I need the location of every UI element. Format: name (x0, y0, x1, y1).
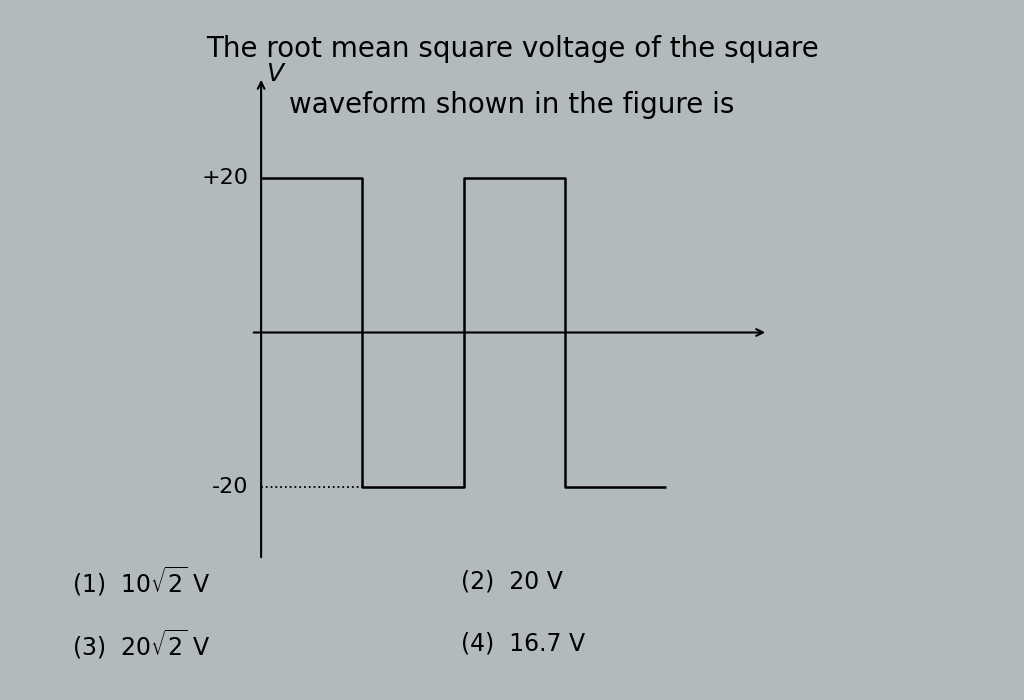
Text: (1)  $10\sqrt{2}$ V: (1) $10\sqrt{2}$ V (72, 564, 210, 598)
Text: waveform shown in the figure is: waveform shown in the figure is (290, 91, 734, 119)
Text: +20: +20 (202, 167, 249, 188)
Text: -20: -20 (212, 477, 249, 498)
Text: V: V (266, 62, 284, 85)
Text: (2)  20 V: (2) 20 V (461, 569, 562, 593)
Text: The root mean square voltage of the square: The root mean square voltage of the squa… (206, 35, 818, 63)
Text: (3)  $20\sqrt{2}$ V: (3) $20\sqrt{2}$ V (72, 627, 210, 661)
Text: (4)  16.7 V: (4) 16.7 V (461, 632, 585, 656)
